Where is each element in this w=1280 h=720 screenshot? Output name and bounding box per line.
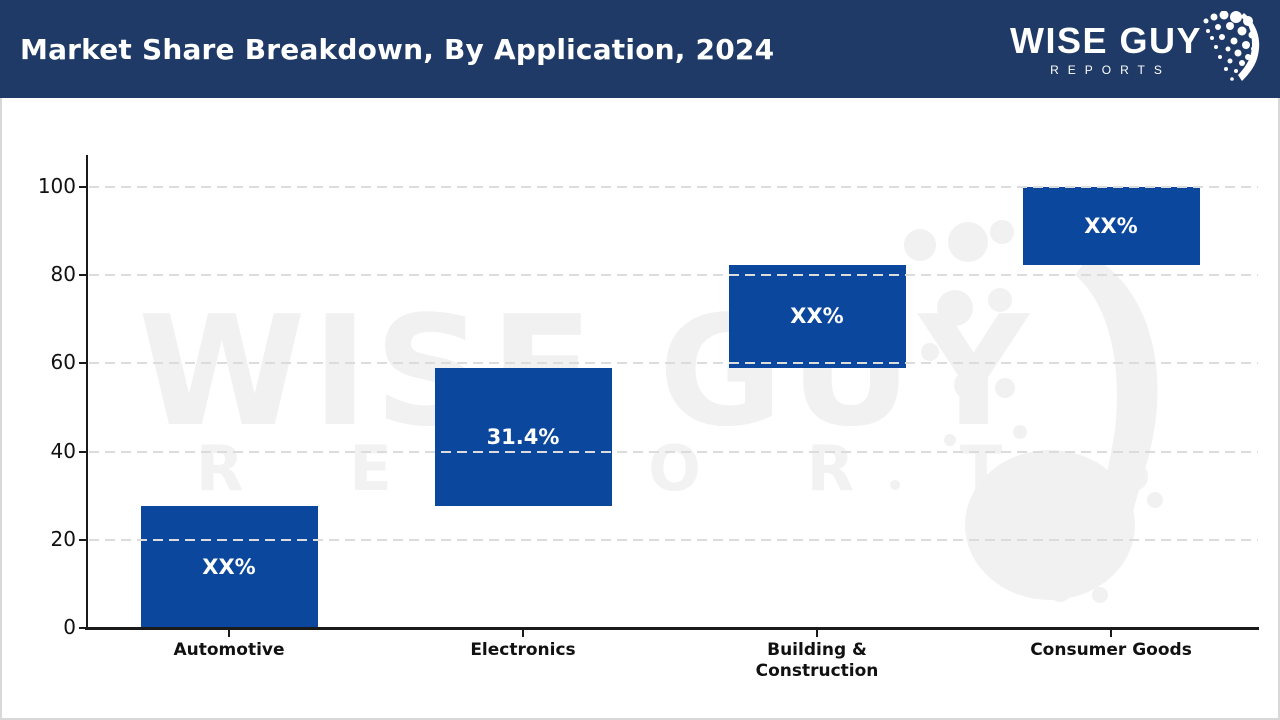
logo-wordmark: WISE GUY: [1009, 19, 1202, 61]
y-tick-mark: [79, 362, 87, 365]
y-tick-label: 20: [50, 526, 76, 551]
y-tick-mark: [79, 186, 87, 188]
bar: XX%: [1022, 187, 1200, 265]
chart-plot-area: 0 20 40 60 80 100 XX% Automotive 31.4% Electronic…: [0, 98, 1280, 720]
y-tick-mark: [79, 538, 87, 541]
x-tick-mark: [816, 629, 818, 637]
y-tick-label: 80: [50, 262, 76, 287]
y-tick-mark: [79, 450, 87, 453]
grid-line: [89, 362, 1258, 365]
bar-value-label: XX%: [1084, 213, 1138, 238]
grid-line: [89, 538, 1258, 541]
bar: XX%: [728, 264, 906, 368]
y-tick-label: 0: [63, 615, 76, 639]
bar-value-label: 31.4%: [486, 425, 560, 450]
x-category-label: Electronics: [470, 640, 576, 660]
logo-face-icon: [1203, 11, 1260, 81]
y-tick-label: 40: [50, 438, 76, 463]
y-axis-line: [86, 155, 88, 629]
x-category-label: Automotive: [173, 640, 285, 660]
x-axis-line: [85, 627, 1259, 630]
header-bar: Market Share Breakdown, By Application, …: [0, 0, 1280, 98]
grid-line: [89, 450, 1258, 453]
logo-text: WISE GUY REPORTS: [1009, 19, 1202, 77]
y-tick-mark: [79, 627, 87, 629]
page-title: Market Share Breakdown, By Application, …: [20, 32, 775, 66]
x-tick-mark: [228, 629, 230, 637]
bar-value-label: XX%: [790, 304, 844, 329]
bar: 31.4%: [434, 367, 612, 507]
x-category-label: Building & Construction: [755, 640, 879, 681]
x-tick-mark: [522, 629, 524, 637]
bar-value-label: XX%: [202, 555, 256, 580]
bar: XX%: [140, 506, 318, 628]
y-tick-label: 60: [50, 350, 76, 375]
y-tick-mark: [79, 274, 87, 277]
wiseguy-logo: WISE GUY REPORTS: [1010, 11, 1262, 87]
grid-line: [89, 186, 1258, 188]
x-tick-mark: [1110, 629, 1112, 637]
y-tick-label: 100: [37, 174, 76, 198]
grid-line: [89, 274, 1258, 277]
logo-subtitle: REPORTS: [1050, 62, 1171, 77]
x-category-label: Consumer Goods: [1030, 640, 1192, 660]
